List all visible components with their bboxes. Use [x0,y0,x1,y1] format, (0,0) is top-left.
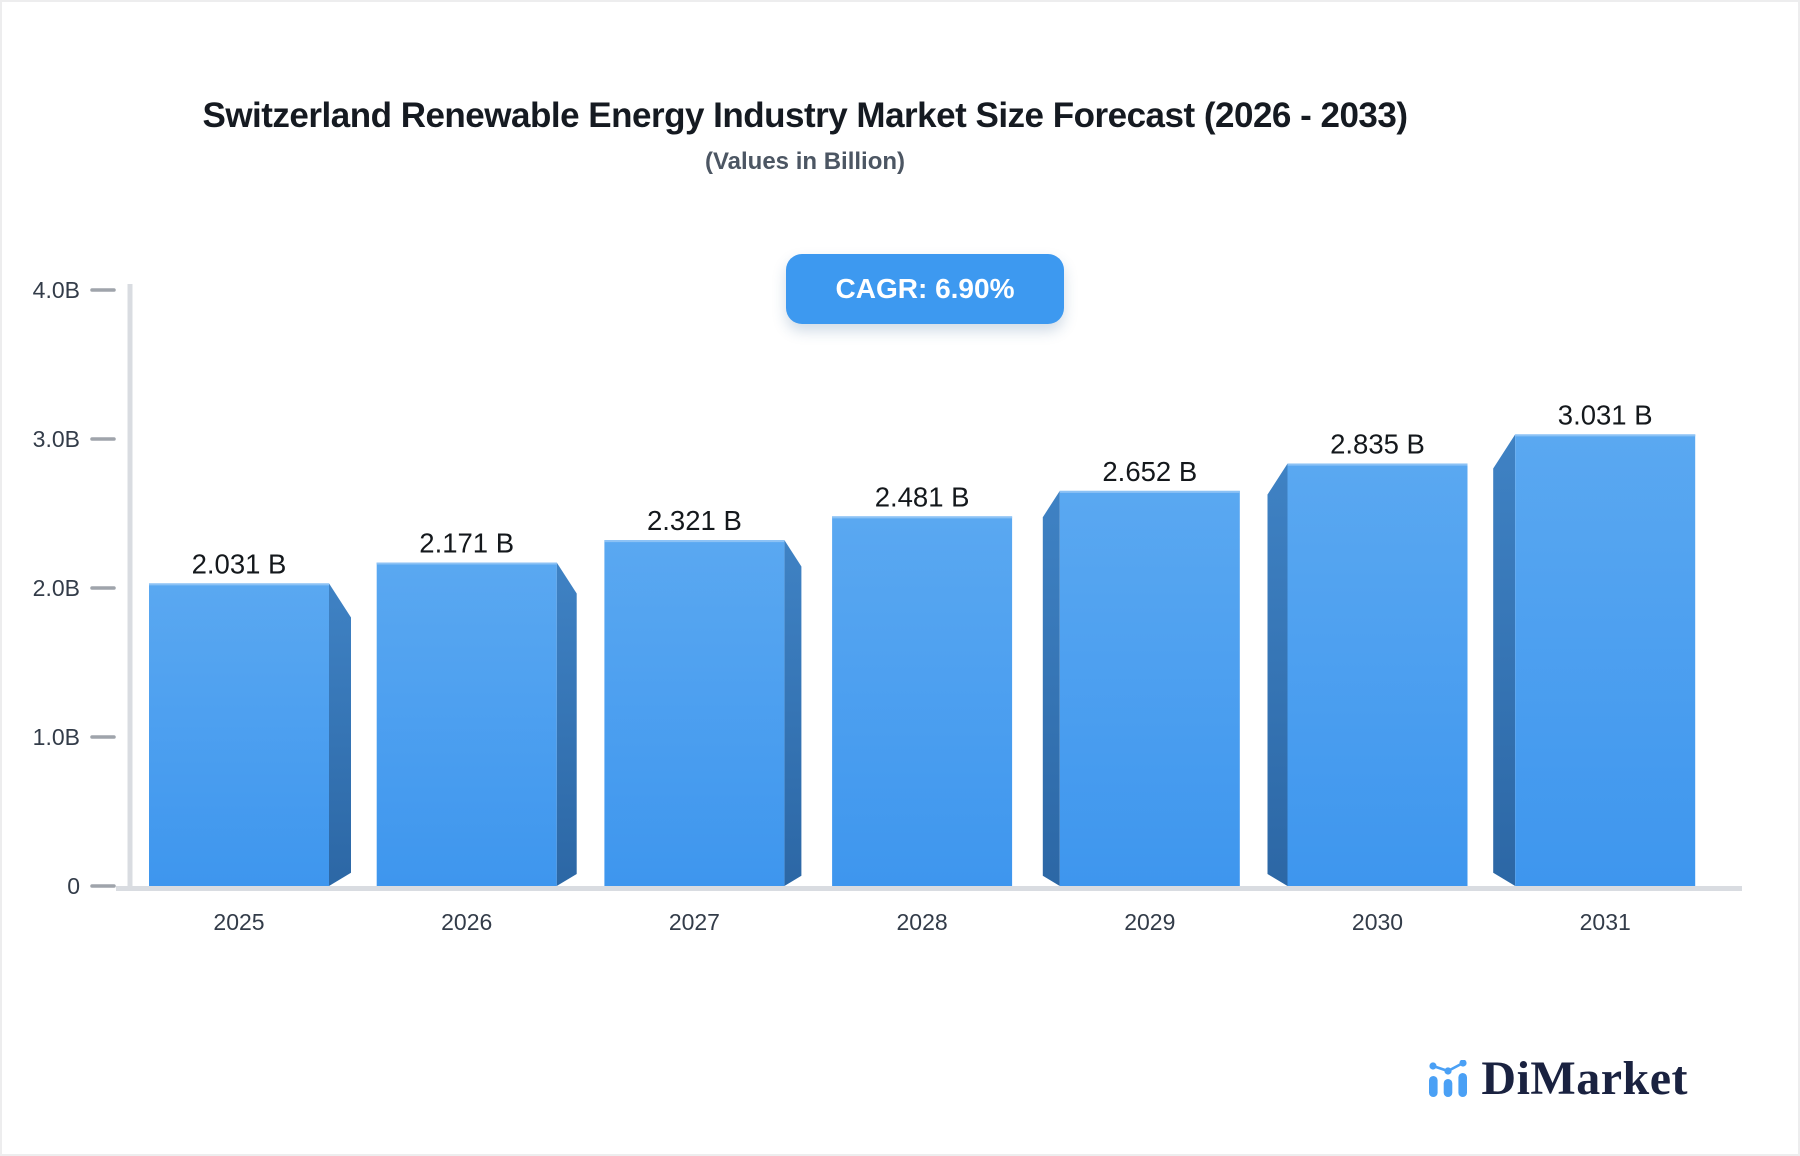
bar-value-label: 3.031 B [1558,399,1653,430]
x-axis-label: 2029 [1124,909,1175,935]
bar-value-label: 2.031 B [192,548,287,579]
chart-subtitle: (Values in Billion) [704,148,906,175]
bar-side-face [784,540,802,886]
bar-2031 [1515,434,1696,886]
bar-2026 [376,562,557,886]
bar-side-face [329,583,351,886]
x-axis-label: 2030 [1352,909,1403,935]
bar-side-face [1042,490,1060,886]
bar-side-face [1267,463,1288,886]
bar-side-face [1493,434,1516,886]
y-axis-label: 2.0B [33,575,80,601]
x-axis-label: 2026 [441,909,492,935]
x-axis-label: 2028 [897,909,948,935]
y-axis-label: 3.0B [33,426,80,452]
dimarket-logo-text: DiMarket [1481,1052,1688,1105]
bar-value-label: 2.652 B [1102,456,1197,487]
bar-chart-trend-icon [1429,1060,1468,1097]
x-axis-label: 2031 [1580,909,1631,935]
y-axis-label: 1.0B [33,724,80,750]
bar-2028 [832,516,1013,886]
bar-side-face [556,562,577,886]
bar-value-label: 2.835 B [1330,429,1425,460]
bar-value-label: 2.481 B [875,481,970,512]
x-axis-label: 2025 [213,909,264,935]
chart-title: Switzerland Renewable Energy Industry Ma… [202,96,1408,135]
y-axis-label: 4.0B [33,277,80,303]
bar-2029 [1059,490,1240,886]
bar-2025 [149,583,329,886]
bar-2027 [604,540,785,886]
y-axis-label: 0 [67,873,80,899]
bar-2030 [1287,463,1468,886]
bar-value-label: 2.321 B [647,505,742,536]
x-axis-label: 2027 [669,909,720,935]
cagr-badge: CAGR: 6.90% [786,254,1064,324]
bar-value-label: 2.171 B [419,528,514,559]
dimarket-logo: DiMarket [1428,1051,1688,1106]
